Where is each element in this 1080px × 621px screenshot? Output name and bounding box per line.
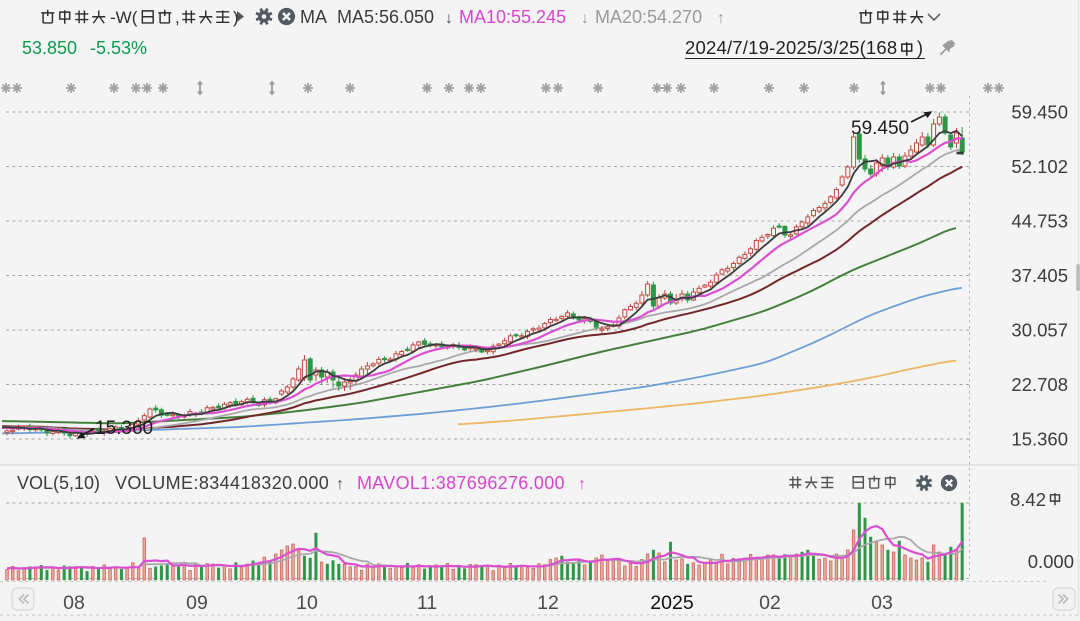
svg-text:VOLUME:834418320.000: VOLUME:834418320.000: [115, 473, 329, 493]
svg-text:2024/7/19-2025/3/25(168: 2024/7/19-2025/3/25(168: [685, 37, 897, 58]
svg-text:MA20:54.270: MA20:54.270: [595, 7, 702, 27]
svg-text:): ): [917, 38, 923, 58]
svg-text:59.450: 59.450: [851, 118, 909, 139]
svg-text:): ): [233, 8, 239, 27]
svg-text:-W(: -W(: [110, 8, 138, 27]
svg-text:MA: MA: [300, 7, 327, 27]
svg-text:15.360: 15.360: [95, 418, 153, 439]
svg-text:53.850: 53.850: [22, 38, 77, 58]
svg-text:08: 08: [63, 592, 85, 614]
svg-text:59.450: 59.450: [1011, 102, 1068, 123]
svg-text:MA10:55.245: MA10:55.245: [459, 7, 566, 27]
svg-text:03: 03: [871, 592, 893, 614]
svg-text:,: ,: [175, 8, 180, 27]
svg-text:44.753: 44.753: [1011, 211, 1068, 232]
svg-text:22.708: 22.708: [1011, 374, 1068, 395]
svg-text:↑: ↑: [717, 10, 725, 27]
svg-text:↑: ↑: [336, 476, 344, 493]
svg-text:30.057: 30.057: [1011, 320, 1068, 341]
svg-text:MAVOL1:387696276.000: MAVOL1:387696276.000: [357, 473, 565, 493]
svg-text:-5.53%: -5.53%: [90, 38, 147, 58]
svg-text:15.360: 15.360: [1011, 429, 1068, 450]
svg-text:12: 12: [537, 592, 559, 614]
svg-text:MA5:56.050: MA5:56.050: [337, 7, 434, 27]
svg-text:8.42: 8.42: [1010, 489, 1046, 510]
svg-text:0.000: 0.000: [1028, 551, 1074, 572]
svg-text:2025: 2025: [650, 592, 694, 614]
svg-text:VOL(5,10): VOL(5,10): [17, 473, 100, 493]
svg-text:37.405: 37.405: [1011, 265, 1068, 286]
svg-text:02: 02: [759, 592, 781, 614]
svg-text:↓: ↓: [581, 10, 589, 27]
svg-text:10: 10: [296, 592, 318, 614]
svg-text:09: 09: [186, 592, 208, 614]
svg-text:11: 11: [417, 592, 437, 614]
svg-text:↑: ↑: [578, 476, 586, 493]
svg-text:52.102: 52.102: [1011, 156, 1068, 177]
svg-text:↓: ↓: [445, 10, 453, 27]
